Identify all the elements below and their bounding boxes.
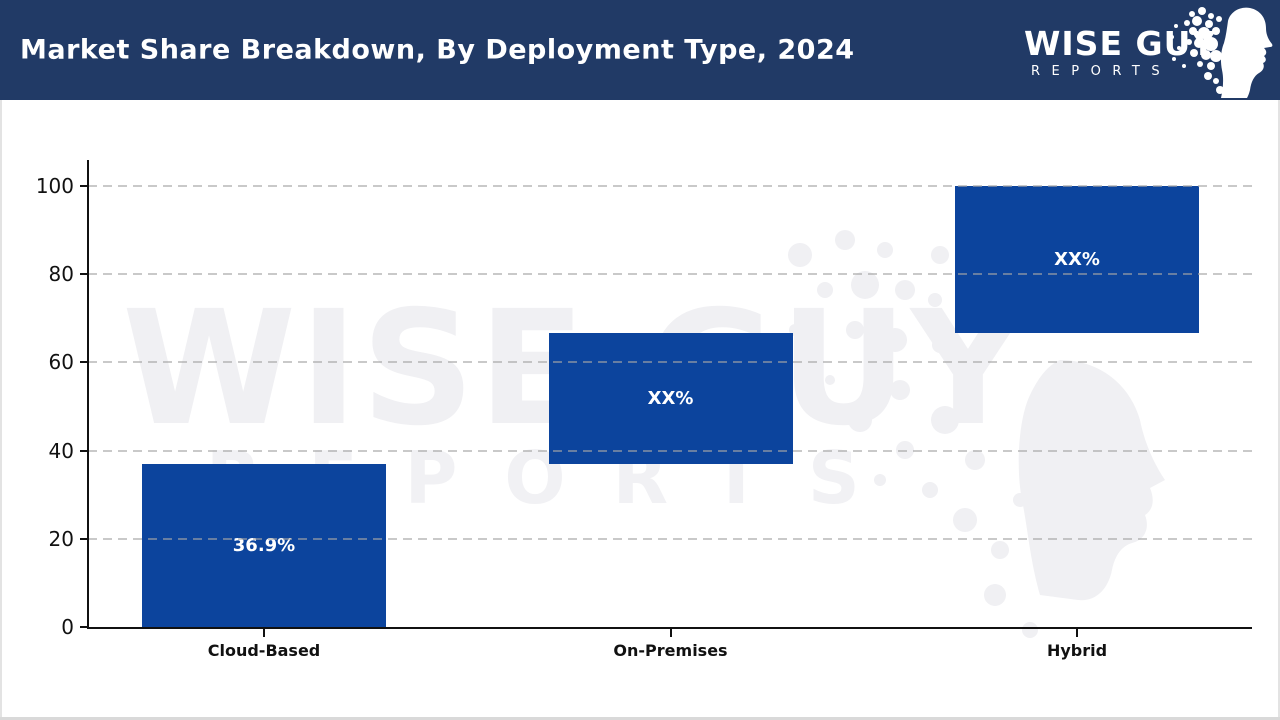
watermark-face-icon <box>788 230 1165 638</box>
x-tick-mark <box>263 629 265 637</box>
logo-face-icon <box>1170 7 1273 98</box>
bar-hybrid <box>955 186 1199 334</box>
y-tick-mark <box>80 626 88 628</box>
y-tick-mark <box>80 273 88 276</box>
gridline-60 <box>88 361 1252 364</box>
y-tick-mark <box>80 449 88 452</box>
logo-subtitle: REPORTS <box>1031 64 1172 79</box>
brand-logo: WISE GUY REPORTS <box>1024 4 1276 98</box>
y-tick-mark <box>80 361 88 364</box>
x-axis-line <box>87 627 1252 629</box>
gridline-40 <box>88 449 1252 452</box>
bar-value-label: 36.9% <box>232 534 296 556</box>
y-tick-mark <box>80 537 88 540</box>
gridline-100 <box>88 185 1252 187</box>
x-tick-label: Cloud-Based <box>207 641 321 660</box>
y-tick-label: 0 <box>61 615 74 639</box>
y-tick-label: 40 <box>48 438 74 463</box>
page-title: Market Share Breakdown, By Deployment Ty… <box>20 34 855 66</box>
bar-cloud-based <box>142 464 386 627</box>
y-axis-line <box>87 160 89 629</box>
bar-on-premises <box>548 333 793 465</box>
x-tick-label: Hybrid <box>1046 641 1108 660</box>
x-tick-label: On-Premises <box>613 641 728 660</box>
header: Market Share Breakdown, By Deployment Ty… <box>0 0 1280 100</box>
y-tick-label: 60 <box>48 350 74 375</box>
logo-wordmark: WISE GUY <box>1024 24 1217 63</box>
y-tick-label: 100 <box>35 174 74 198</box>
gridline-80 <box>88 273 1252 276</box>
bar-value-label: XX% <box>1054 248 1100 270</box>
bottom-border <box>0 717 1280 720</box>
bar-value-label: XX% <box>647 387 694 409</box>
gridline-20 <box>88 537 1252 540</box>
y-tick-mark <box>80 185 88 187</box>
y-tick-label: 80 <box>48 262 74 287</box>
x-tick-mark <box>1076 629 1078 637</box>
x-tick-mark <box>669 629 672 637</box>
y-tick-label: 20 <box>48 526 74 551</box>
